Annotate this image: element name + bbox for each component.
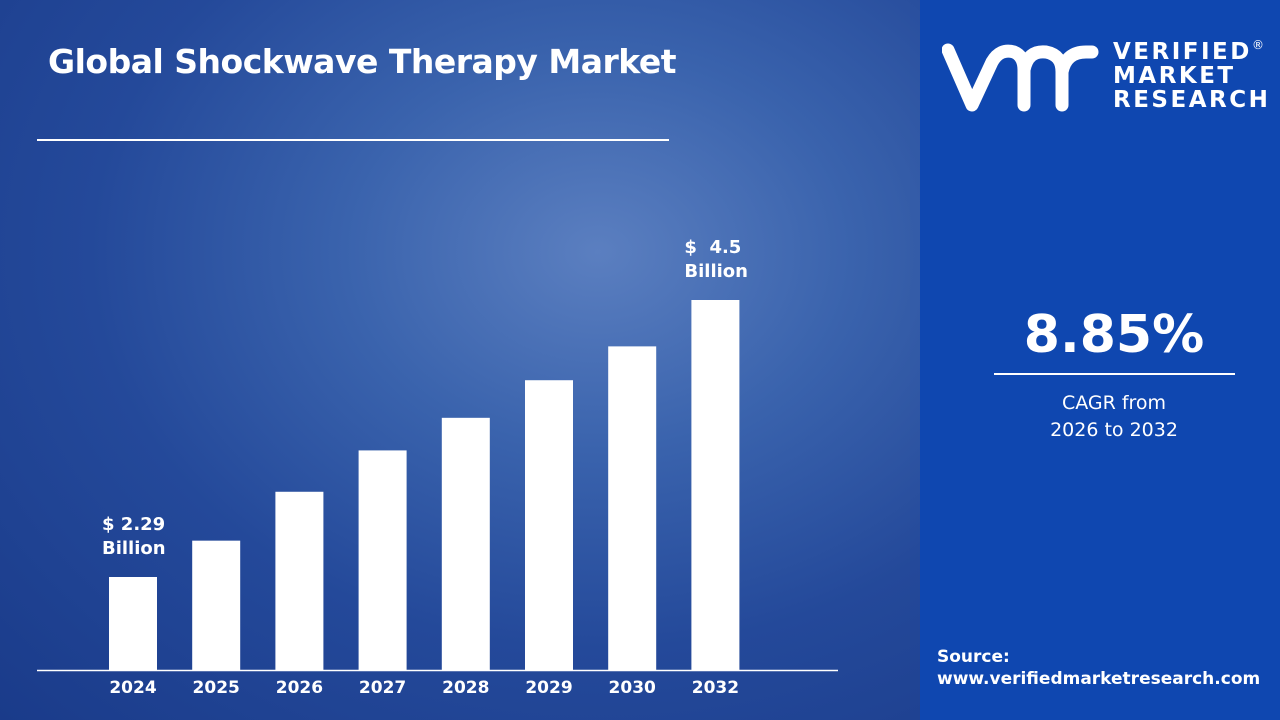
x-tick-label: 2026: [276, 678, 323, 698]
brand-line-2: MARKET: [1113, 63, 1236, 89]
x-tick-label: 2027: [359, 678, 406, 698]
data-label-2024: $ 2.29 Billion: [102, 513, 166, 561]
bar-2025: [192, 540, 241, 670]
page-title: Global Shockwave Therapy Market: [48, 42, 676, 81]
cagr-desc-line-1: CAGR from: [1061, 392, 1167, 414]
x-tick-label: 2030: [609, 678, 656, 698]
source-url[interactable]: www.verifiedmarketresearch.com: [937, 669, 1261, 689]
title-divider: [37, 139, 669, 141]
brand-line-1: VERIFIED: [1113, 39, 1252, 65]
data-label-value: $ 4.5: [684, 237, 742, 258]
cagr-description: CAGR from 2026 to 2032: [994, 390, 1234, 444]
bar-2026: [275, 491, 324, 670]
bar-2032: [691, 300, 740, 670]
bar-2027: [358, 450, 407, 670]
x-tick-label: 2025: [193, 678, 240, 698]
data-label-unit: Billion: [102, 538, 166, 559]
data-label-2032: $ 4.5 Billion: [684, 236, 748, 284]
source-label: Source:: [937, 647, 1010, 667]
cagr-desc-line-2: 2026 to 2032: [1050, 419, 1178, 441]
cagr-value: 8.85%: [1023, 305, 1205, 365]
brand-name: VERIFIED MARKET RESEARCH: [1113, 40, 1270, 112]
registered-mark: ®: [1252, 38, 1264, 52]
cagr-divider: [994, 373, 1235, 375]
brand-line-3: RESEARCH: [1113, 87, 1271, 113]
x-tick-label: 2028: [442, 678, 489, 698]
data-label-value: $ 2.29: [102, 514, 166, 535]
bar-chart: 2024 2025 2026 2027 2028 2029 2030 2032: [37, 300, 838, 698]
source: Source: www.verifiedmarketresearch.com: [937, 646, 1260, 690]
bar-2028: [441, 417, 490, 670]
bar-2024: [109, 577, 157, 670]
data-label-unit: Billion: [684, 261, 748, 282]
x-tick-label: 2032: [692, 678, 739, 698]
x-tick-label: 2029: [525, 678, 572, 698]
bar-2029: [525, 380, 573, 670]
bar-2030: [608, 346, 657, 670]
vmr-logo: [942, 43, 1099, 112]
x-tick-label: 2024: [109, 678, 156, 698]
brand-panel: [920, 0, 1280, 720]
